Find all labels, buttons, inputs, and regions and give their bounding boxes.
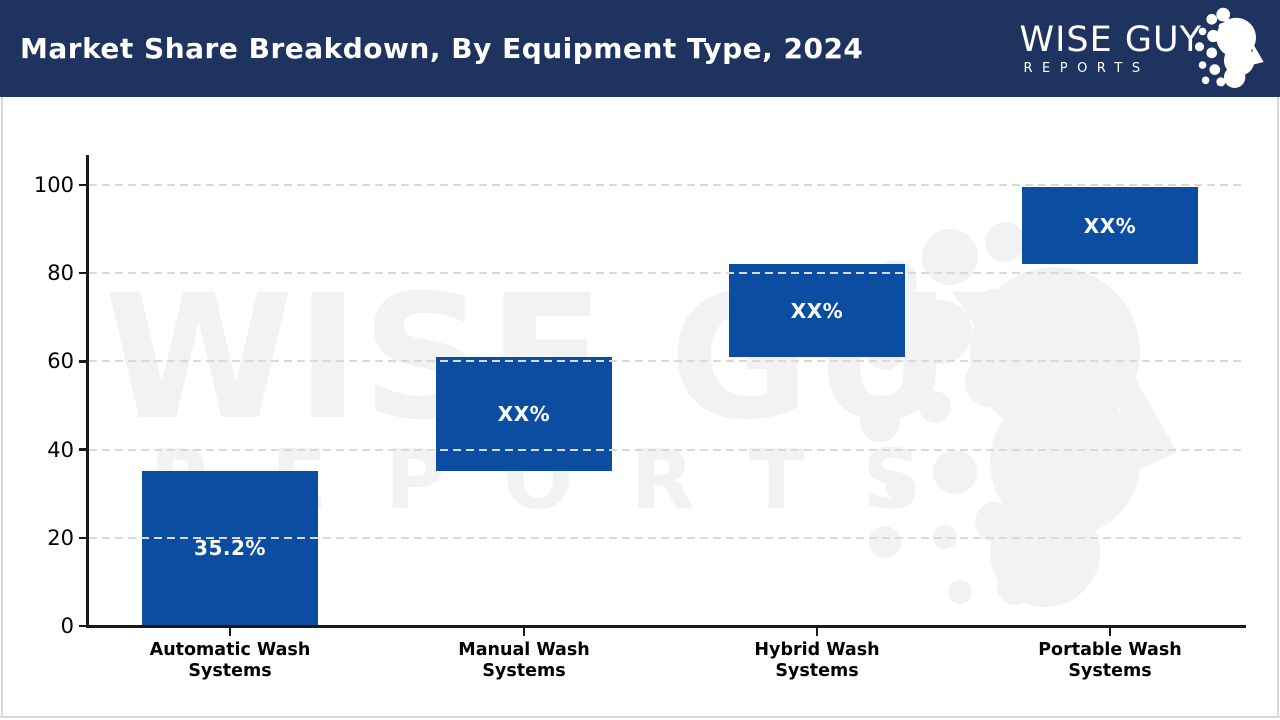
y-tick-label: 0 xyxy=(60,614,74,638)
y-tick-label: 100 xyxy=(33,173,74,197)
x-tick-label: Portable Wash Systems xyxy=(1038,640,1182,681)
x-tick-label: Automatic Wash Systems xyxy=(149,640,311,681)
x-tick xyxy=(1108,627,1112,636)
bar-segment: 35.2% xyxy=(142,470,318,626)
header: Market Share Breakdown, By Equipment Typ… xyxy=(0,0,1280,97)
logo-name: WISE GUY xyxy=(1019,19,1202,60)
x-tick-label: Hybrid Wash Systems xyxy=(754,640,880,681)
bar-value-label: 35.2% xyxy=(194,536,266,561)
y-tick-label: 20 xyxy=(47,525,74,550)
logo-head-icon xyxy=(1194,7,1264,88)
bar-segment: XX% xyxy=(729,264,905,357)
y-tick-label: 60 xyxy=(47,349,74,374)
bar-value-label: XX% xyxy=(790,298,844,323)
y-tick xyxy=(79,536,87,540)
x-axis-line xyxy=(86,625,1246,628)
head-watermark-icon xyxy=(860,222,1177,607)
bar-segment: XX% xyxy=(436,356,612,471)
x-tick xyxy=(228,627,232,636)
x-tick xyxy=(815,627,819,636)
gridline xyxy=(89,272,1245,275)
gridline xyxy=(89,360,1245,363)
gridline xyxy=(89,536,1245,539)
y-tick xyxy=(79,624,87,628)
logo-sub: REPORTS xyxy=(1023,60,1150,76)
y-tick-label: 80 xyxy=(47,261,74,286)
bottom-border xyxy=(0,716,1280,718)
gridline xyxy=(89,448,1245,451)
bar-segment: XX% xyxy=(1022,187,1198,265)
x-tick-label: Manual Wash Systems xyxy=(458,640,590,681)
left-border xyxy=(1,97,3,717)
x-tick xyxy=(522,627,526,636)
y-axis-line xyxy=(86,155,89,627)
bar-value-label: XX% xyxy=(497,401,551,426)
y-tick-label: 40 xyxy=(47,437,74,462)
right-border xyxy=(1277,97,1279,717)
y-tick xyxy=(79,448,87,451)
y-tick xyxy=(79,271,87,275)
bar-value-label: XX% xyxy=(1083,213,1137,238)
logo: WISE GUY REPORTS xyxy=(1019,7,1266,91)
logo-text: WISE GUY REPORTS xyxy=(1019,19,1202,76)
y-tick xyxy=(79,360,87,363)
gridline xyxy=(89,184,1245,186)
y-tick xyxy=(79,183,87,187)
page-title: Market Share Breakdown, By Equipment Typ… xyxy=(20,32,864,65)
